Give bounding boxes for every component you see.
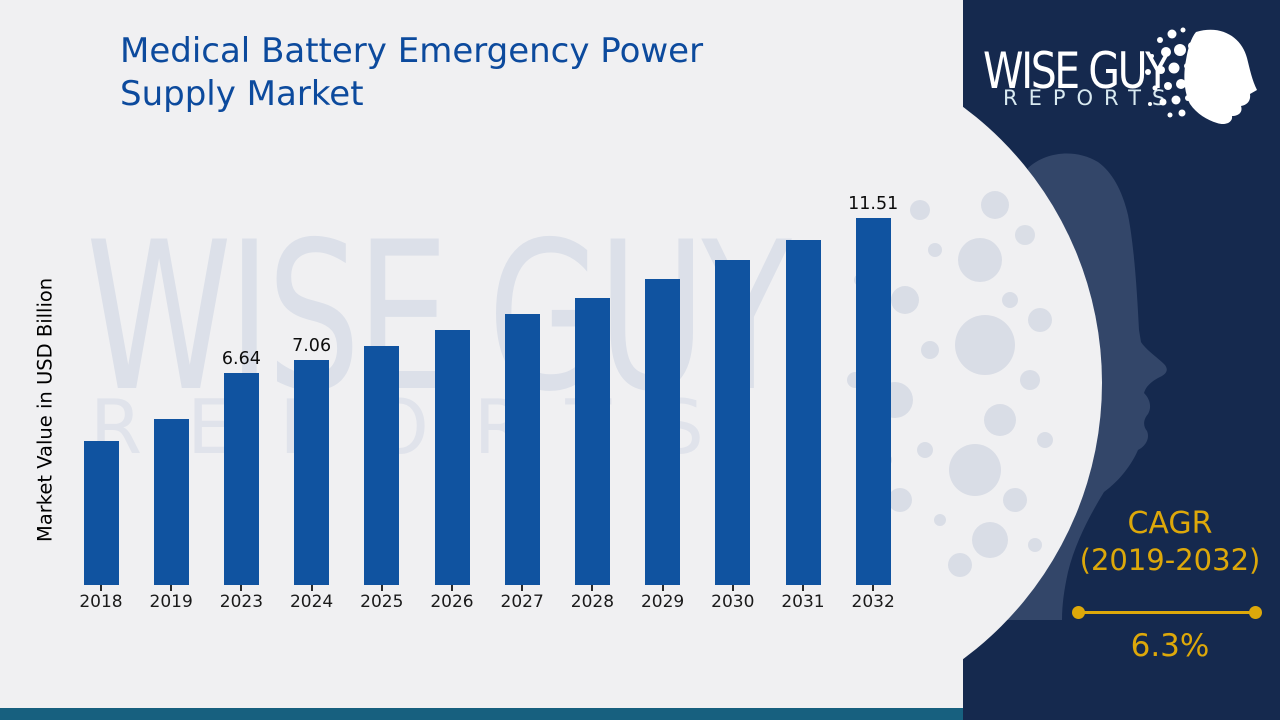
x-axis-tick bbox=[591, 585, 594, 591]
x-tick-label-2030: 2030 bbox=[711, 592, 755, 612]
bar-2024 bbox=[294, 360, 330, 585]
x-axis-tick bbox=[661, 585, 664, 591]
watermark-dots bbox=[847, 191, 1053, 577]
bar-2023 bbox=[223, 373, 259, 585]
x-tick-label-2024: 2024 bbox=[289, 592, 334, 612]
cagr-divider-line bbox=[1072, 606, 1262, 619]
x-tick-label-2018: 2018 bbox=[79, 592, 123, 612]
x-axis-tick bbox=[170, 585, 173, 591]
x-axis-tick bbox=[240, 585, 243, 591]
x-tick-label-2025: 2025 bbox=[360, 592, 404, 612]
bar-2030 bbox=[715, 260, 751, 585]
x-axis-tick bbox=[521, 585, 524, 591]
bar-value-label-2032: 11.51 bbox=[848, 194, 899, 214]
bar-2026 bbox=[434, 330, 470, 585]
x-tick-label-2023: 2023 bbox=[219, 592, 264, 612]
x-tick-label-2029: 2029 bbox=[640, 592, 685, 612]
x-axis-tick bbox=[451, 585, 453, 591]
x-tick-label-2028: 2028 bbox=[570, 592, 615, 612]
cagr-heading: CAGR bbox=[1127, 506, 1213, 541]
cagr-value: 6.3% bbox=[1130, 628, 1210, 664]
x-axis-tick bbox=[802, 585, 804, 591]
x-tick-label-2019: 2019 bbox=[149, 592, 193, 612]
bar-value-label-2024: 7.06 bbox=[292, 336, 332, 356]
cagr-line-right-dot bbox=[1249, 606, 1262, 619]
logo-reports-text: REPORTS bbox=[1003, 86, 1177, 110]
x-axis-tick bbox=[731, 585, 734, 591]
cagr-range: (2019-2032) bbox=[1079, 543, 1261, 577]
cagr-block: CAGR (2019-2032) bbox=[1050, 506, 1280, 578]
bar-2025 bbox=[364, 346, 400, 585]
bar-2028 bbox=[574, 298, 610, 585]
x-axis-tick bbox=[100, 585, 102, 591]
bar-2018 bbox=[83, 441, 119, 585]
bar-2027 bbox=[504, 314, 540, 585]
page-title-line1: Medical Battery Emergency Power bbox=[120, 31, 704, 71]
bottom-accent-strip bbox=[0, 708, 963, 720]
bar-2032 bbox=[855, 218, 891, 585]
x-axis-tick bbox=[310, 585, 313, 591]
page-title: Medical Battery Emergency Power Supply M… bbox=[120, 30, 880, 116]
x-tick-label-2027: 2027 bbox=[500, 592, 544, 612]
x-tick-label-2031: 2031 bbox=[781, 592, 825, 612]
bar-2019 bbox=[153, 419, 189, 585]
x-tick-label-2032: 2032 bbox=[851, 592, 895, 612]
bar-2031 bbox=[785, 240, 821, 585]
bar-value-label-2023: 6.64 bbox=[221, 349, 261, 369]
x-axis-tick bbox=[872, 585, 875, 591]
x-tick-label-2026: 2026 bbox=[430, 592, 474, 612]
y-axis-label: Market Value in USD Billion bbox=[33, 277, 57, 543]
bar-2029 bbox=[645, 279, 681, 585]
logo-brand-text: WISE GUY bbox=[983, 42, 1170, 100]
cagr-line-left-dot bbox=[1072, 606, 1085, 619]
page-title-line2: Supply Market bbox=[120, 74, 364, 114]
x-axis-tick bbox=[380, 585, 383, 591]
